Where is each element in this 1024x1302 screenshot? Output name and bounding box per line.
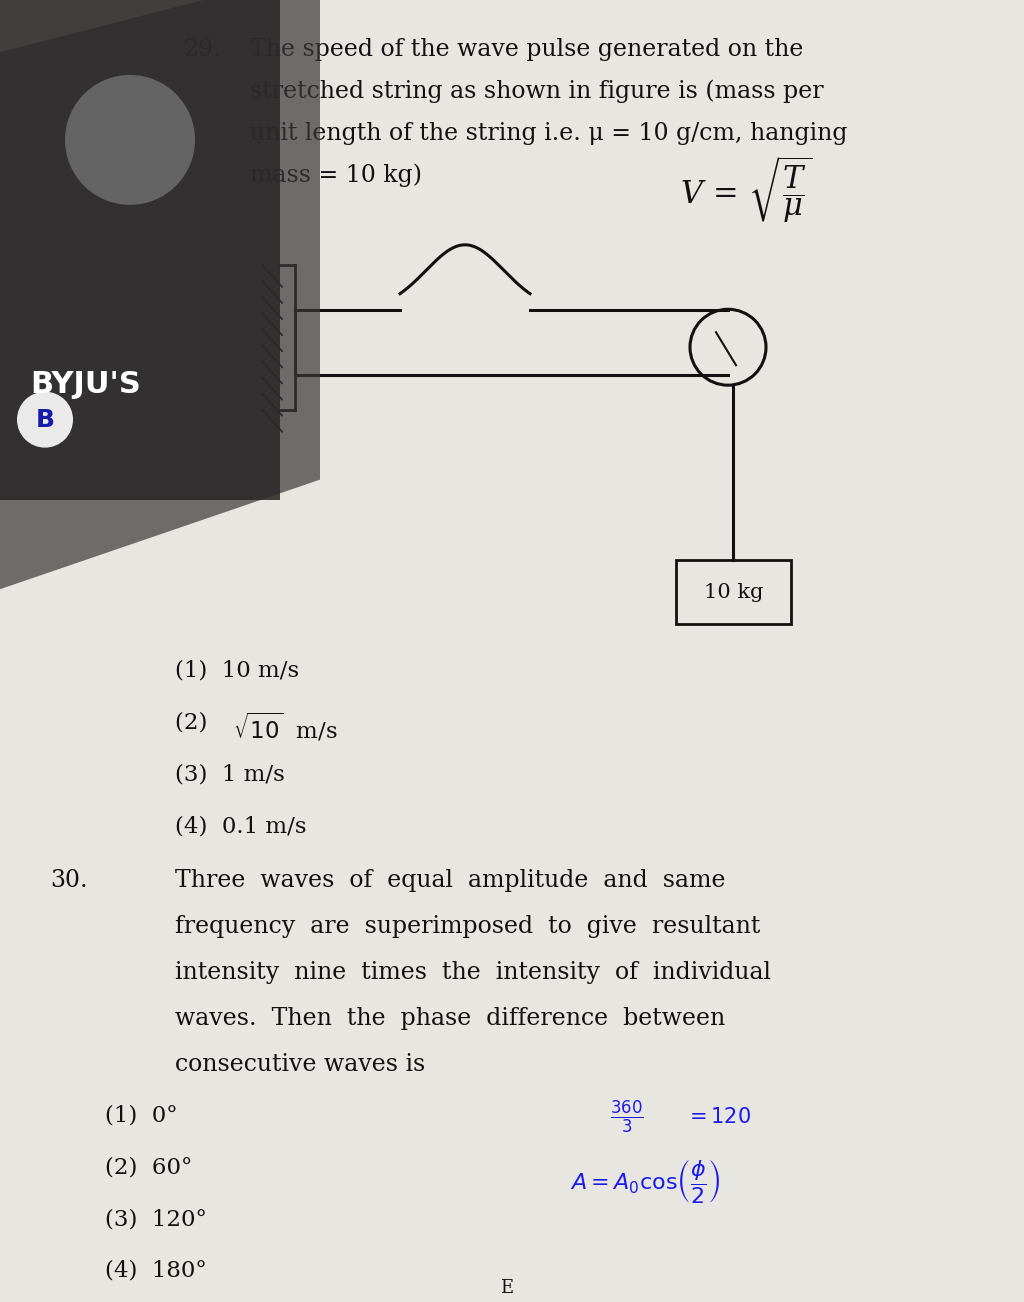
Text: (1)  0°: (1) 0° [105,1104,177,1126]
Polygon shape [0,0,319,599]
Text: mass = 10 kg): mass = 10 kg) [250,164,422,187]
Text: (4)  180°: (4) 180° [105,1260,207,1282]
Text: (3)  120°: (3) 120° [105,1208,207,1230]
Text: unit length of the string i.e. μ = 10 g/cm, hanging: unit length of the string i.e. μ = 10 g/… [250,122,848,145]
Text: waves.  Then  the  phase  difference  between: waves. Then the phase difference between [175,1008,725,1030]
Text: B: B [36,408,54,432]
Circle shape [17,392,73,448]
Text: 29.: 29. [183,38,221,61]
Text: intensity  nine  times  the  intensity  of  individual: intensity nine times the intensity of in… [175,961,771,984]
Text: 30.: 30. [50,870,88,892]
Text: $\sqrt{10}$  m/s: $\sqrt{10}$ m/s [233,711,338,743]
Text: $= 120$: $= 120$ [685,1107,751,1128]
Text: The speed of the wave pulse generated on the: The speed of the wave pulse generated on… [250,38,804,61]
Text: $\frac{360}{3}$: $\frac{360}{3}$ [610,1099,643,1137]
Text: (4)  0.1 m/s: (4) 0.1 m/s [175,815,306,837]
Polygon shape [0,0,280,500]
Text: (1)  10 m/s: (1) 10 m/s [175,659,299,681]
Text: BYJU'S: BYJU'S [30,370,140,398]
Text: 10 kg: 10 kg [703,582,763,602]
Text: $A = A_0 \cos\!\left(\dfrac{\phi}{2}\right)$: $A = A_0 \cos\!\left(\dfrac{\phi}{2}\rig… [570,1157,721,1206]
Text: stretched string as shown in figure is (mass per: stretched string as shown in figure is (… [250,79,823,103]
Text: (2): (2) [175,711,222,733]
Text: E: E [500,1279,513,1297]
Bar [676,560,791,625]
Circle shape [65,76,195,204]
Text: consecutive waves is: consecutive waves is [175,1053,425,1077]
Text: frequency  are  superimposed  to  give  resultant: frequency are superimposed to give resul… [175,915,761,939]
Text: $V\,{=}\,\sqrt{\dfrac{T}{\mu}}$: $V\,{=}\,\sqrt{\dfrac{T}{\mu}}$ [680,155,812,225]
Text: (2)  60°: (2) 60° [105,1156,193,1178]
Text: Three  waves  of  equal  amplitude  and  same: Three waves of equal amplitude and same [175,870,725,892]
Text: (3)  1 m/s: (3) 1 m/s [175,763,285,785]
